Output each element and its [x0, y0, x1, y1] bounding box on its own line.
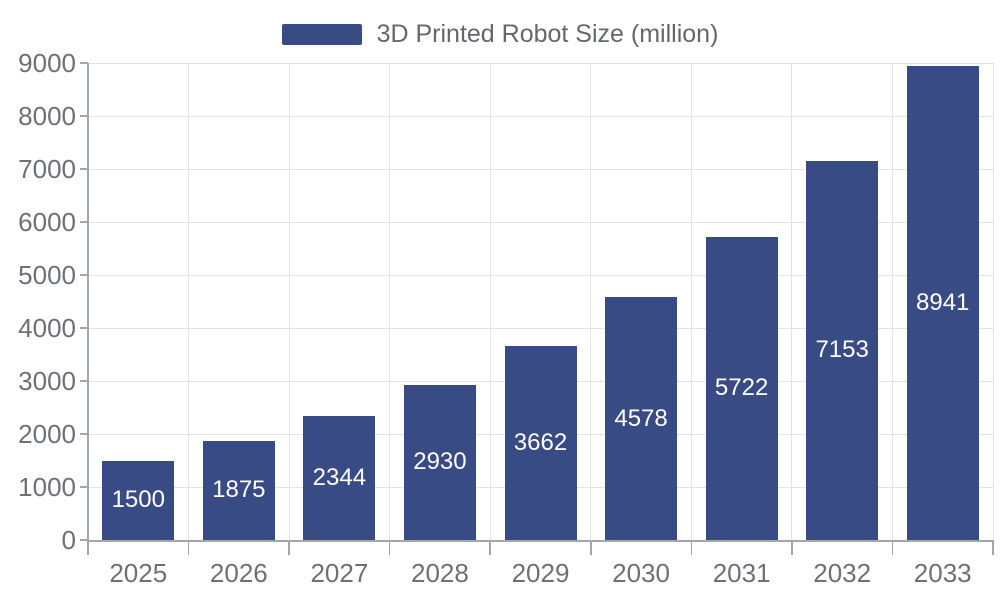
gridline-v — [590, 63, 592, 540]
y-axis-label: 9000 — [18, 48, 76, 78]
y-tick — [80, 327, 88, 329]
bar[interactable]: 8941 — [906, 66, 979, 540]
bar-value-label: 2344 — [312, 463, 367, 491]
gridline-v — [791, 63, 793, 540]
y-axis-label: 1000 — [18, 472, 76, 502]
x-tick — [791, 540, 793, 555]
y-axis-label: 2000 — [18, 419, 76, 449]
bar-value-label: 4578 — [614, 404, 668, 432]
bar[interactable]: 1875 — [202, 440, 275, 540]
bar[interactable]: 3662 — [504, 345, 577, 540]
y-tick — [80, 274, 88, 276]
y-axis-label: 0 — [61, 525, 76, 555]
bar[interactable]: 2930 — [403, 384, 476, 540]
gridline-h — [88, 221, 993, 223]
x-tick — [891, 540, 894, 555]
x-tick — [388, 540, 391, 555]
gridline-h — [88, 115, 993, 117]
x-axis-line — [87, 539, 994, 542]
x-tick — [992, 540, 994, 555]
gridline-v — [891, 63, 893, 540]
bar[interactable]: 5722 — [705, 236, 778, 540]
bar-value-label: 3662 — [513, 428, 568, 456]
bar[interactable]: 4578 — [605, 297, 678, 540]
gridline-h — [88, 62, 993, 64]
gridline-h — [88, 327, 993, 329]
x-tick — [590, 540, 592, 555]
bar-value-label: 7153 — [815, 336, 869, 364]
gridline-v — [690, 63, 692, 540]
gridline-v — [992, 63, 994, 540]
bar-value-label: 1500 — [111, 486, 165, 514]
y-tick — [80, 380, 88, 382]
y-axis-label: 7000 — [18, 154, 76, 184]
bar-value-label: 1875 — [212, 476, 266, 504]
y-tick — [80, 115, 88, 117]
gridline-h — [88, 168, 993, 170]
x-axis-label: 2028 — [411, 558, 469, 588]
legend-label: 3D Printed Robot Size (million) — [376, 20, 719, 48]
x-axis-label: 2026 — [209, 558, 268, 588]
x-axis-label: 2029 — [511, 558, 570, 588]
gridline-v — [489, 63, 491, 540]
x-tick — [87, 540, 89, 555]
y-axis-label: 6000 — [18, 207, 76, 237]
x-tick — [489, 540, 491, 555]
y-tick — [80, 221, 88, 223]
y-axis-line — [87, 63, 89, 540]
gridline-v — [188, 63, 190, 540]
y-tick — [80, 539, 88, 541]
y-axis-label: 8000 — [18, 101, 76, 131]
bar[interactable]: 7153 — [806, 160, 879, 540]
x-tick — [288, 540, 290, 555]
legend-swatch — [281, 23, 362, 45]
bar[interactable]: 1500 — [102, 460, 175, 540]
bar-value-label: 2930 — [413, 448, 467, 476]
x-tick — [690, 540, 693, 555]
legend-item[interactable]: 3D Printed Robot Size (million) — [0, 20, 1000, 48]
x-axis-label: 2031 — [712, 558, 771, 588]
x-axis-label: 2030 — [612, 558, 670, 588]
bar[interactable]: 2344 — [303, 415, 376, 540]
bar-value-label: 8941 — [916, 289, 970, 317]
gridline-h — [88, 274, 993, 276]
bar-value-label: 5722 — [714, 374, 769, 402]
x-axis-label: 2025 — [109, 558, 168, 588]
x-tick — [187, 540, 190, 555]
gridline-v — [288, 63, 290, 540]
x-axis-label: 2032 — [813, 558, 872, 588]
y-tick — [80, 433, 88, 435]
y-tick — [80, 486, 88, 488]
y-axis-label: 4000 — [18, 313, 76, 343]
x-axis-label: 2027 — [310, 558, 369, 588]
y-tick — [80, 168, 88, 170]
y-axis-label: 5000 — [18, 260, 76, 290]
y-axis-label: 3000 — [18, 366, 76, 396]
gridline-v — [389, 63, 391, 540]
y-tick — [80, 62, 88, 64]
x-axis-label: 2033 — [913, 558, 972, 588]
